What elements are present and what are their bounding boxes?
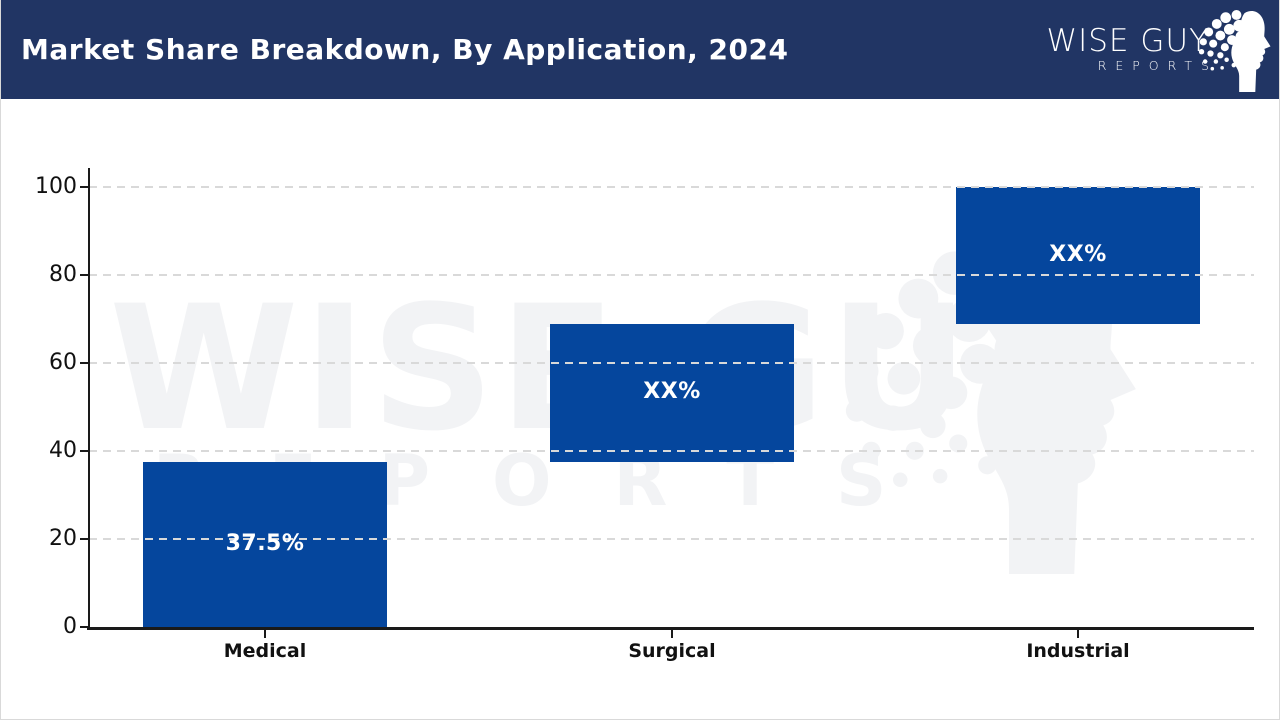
x-tick-surgical [671,630,673,638]
header-banner: Market Share Breakdown, By Application, … [1,0,1279,99]
y-tick-80 [80,274,89,276]
y-tick-label-80: 80 [49,262,77,287]
bar-label-industrial: XX% [1049,241,1107,267]
bar-medical [143,462,387,627]
bar-label-medical: 37.5% [225,530,305,556]
x-axis-spine [87,627,1254,630]
chart-title: Market Share Breakdown, By Application, … [21,33,789,66]
x-tick-label-medical: Medical [223,640,307,662]
wiseguy-head-icon [1198,10,1271,92]
wiseguy-logo-line2: REPORTS [1097,58,1218,74]
y-tick-0 [80,626,89,628]
wiseguy-logo-text: WISE GUY REPORTS [1046,25,1209,74]
y-tick-20 [80,538,89,540]
y-tick-label-100: 100 [35,174,77,199]
y-tick-40 [80,450,89,452]
gridline-80 [89,274,1254,276]
wiseguy-logo-line1: WISE GUY [1046,22,1209,59]
x-tick-medical [264,630,266,638]
y-tick-60 [80,362,89,364]
y-tick-label-60: 60 [49,350,77,375]
bar-label-surgical: XX% [643,379,701,405]
gridline-60 [89,362,1254,364]
wiseguy-logo: WISE GUY REPORTS [1046,6,1273,92]
x-tick-industrial [1077,630,1079,638]
y-axis-spine [88,168,90,629]
y-tick-label-20: 20 [49,526,77,551]
x-tick-label-surgical: Surgical [628,640,716,662]
gridline-40 [89,450,1254,452]
x-tick-label-industrial: Industrial [1026,640,1130,662]
gridline-100 [89,186,1254,188]
y-tick-label-0: 0 [63,614,77,639]
y-tick-label-40: 40 [49,438,77,463]
y-tick-100 [80,186,89,188]
gridline-20 [89,538,1254,540]
bar-surgical [550,324,794,462]
